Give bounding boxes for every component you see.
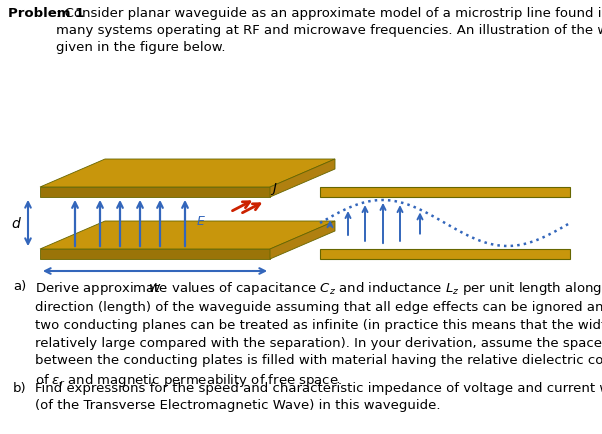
- Text: b): b): [13, 381, 26, 394]
- Bar: [320, 187, 570, 197]
- Polygon shape: [270, 160, 335, 197]
- Polygon shape: [40, 250, 270, 260]
- Bar: [320, 250, 570, 260]
- Polygon shape: [40, 187, 270, 197]
- Text: a): a): [13, 279, 26, 293]
- Text: $d$: $d$: [11, 216, 22, 231]
- Polygon shape: [40, 221, 335, 250]
- Text: Find expressions for the speed and characteristic impedance of voltage and curre: Find expressions for the speed and chara…: [35, 381, 602, 411]
- Polygon shape: [270, 221, 335, 260]
- Text: Problem 1: Problem 1: [8, 7, 84, 20]
- Text: Derive approximate values of capacitance $C_z$ and inductance $L_z$ per unit len: Derive approximate values of capacitance…: [35, 279, 602, 388]
- Polygon shape: [40, 160, 335, 187]
- Text: $J$: $J$: [270, 181, 278, 197]
- Text: $w$: $w$: [148, 280, 162, 294]
- Text: : Consider planar waveguide as an approximate model of a microstrip line found i: : Consider planar waveguide as an approx…: [56, 7, 602, 54]
- Text: $E$: $E$: [196, 214, 206, 227]
